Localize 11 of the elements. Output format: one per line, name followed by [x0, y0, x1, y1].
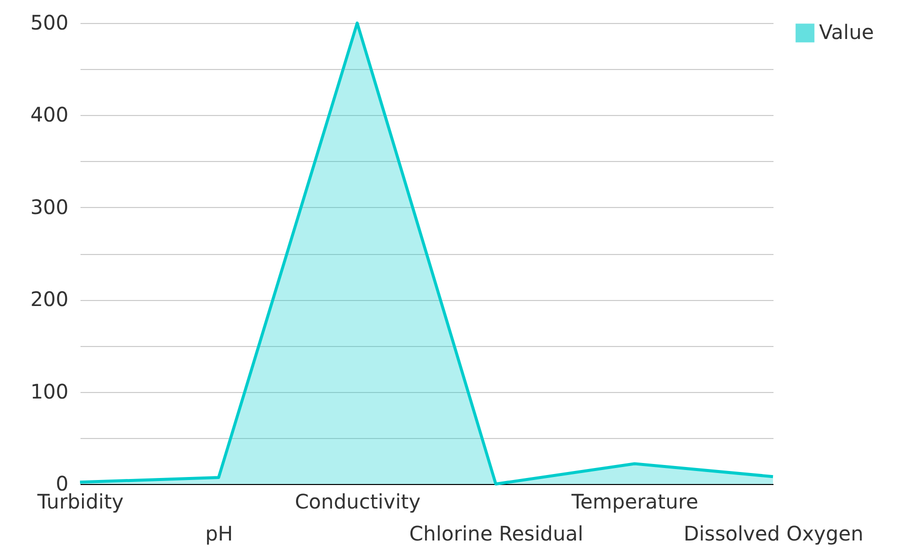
y-tick-label: 300 — [30, 194, 68, 219]
y-tick-label: 400 — [30, 102, 68, 127]
x-tick-label: Dissolved Oxygen — [684, 522, 864, 546]
y-tick-label: 200 — [30, 287, 68, 312]
x-tick-label: Chlorine Residual — [409, 522, 584, 546]
y-tick-label: 500 — [30, 10, 68, 34]
x-tick-label: pH — [205, 522, 233, 546]
x-tick-label: Conductivity — [294, 490, 421, 514]
legend-label: Value — [819, 20, 874, 44]
x-tick-label: Temperature — [570, 490, 698, 514]
y-tick-label: 100 — [30, 379, 68, 404]
